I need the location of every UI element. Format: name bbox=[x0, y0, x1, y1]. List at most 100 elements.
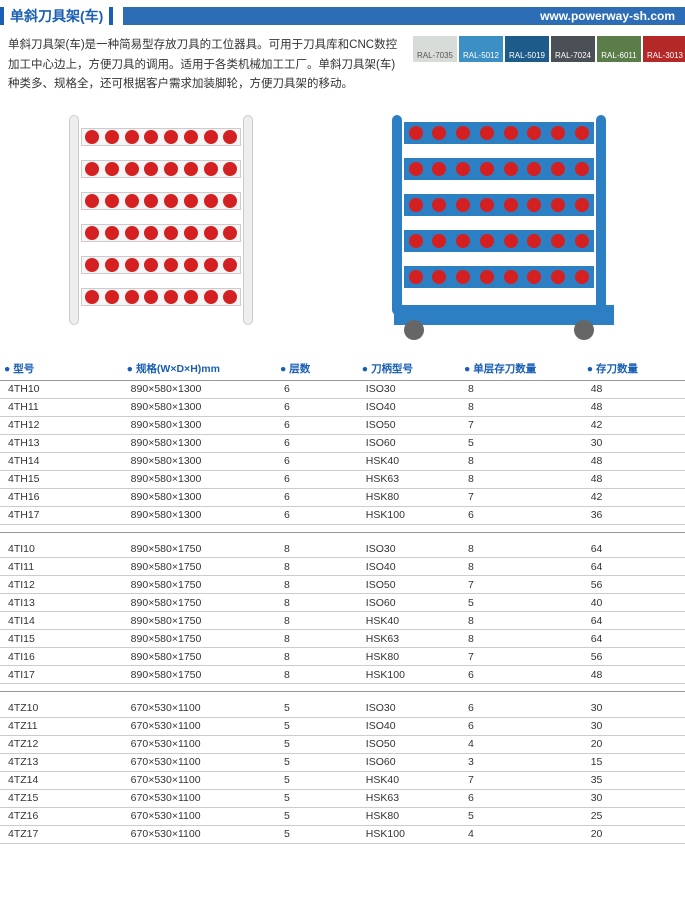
table-cell: 7 bbox=[460, 576, 583, 594]
tool-holder bbox=[409, 234, 423, 248]
table-cell: 6 bbox=[460, 700, 583, 718]
color-swatch: RAL-7035 bbox=[413, 36, 457, 62]
tool-holder bbox=[480, 270, 494, 284]
table-cell: 6 bbox=[460, 789, 583, 807]
tool-holder bbox=[456, 270, 470, 284]
tool-holder bbox=[575, 234, 589, 248]
tool-holder bbox=[144, 194, 158, 208]
table-cell: 6 bbox=[276, 488, 358, 506]
tool-holder bbox=[204, 226, 218, 240]
table-row: 4TH17890×580×13006HSK100636 bbox=[0, 506, 685, 524]
tool-holder bbox=[504, 234, 518, 248]
tool-holder bbox=[504, 198, 518, 212]
tool-holder bbox=[204, 290, 218, 304]
table-cell: 64 bbox=[583, 558, 685, 576]
tool-holder bbox=[504, 270, 518, 284]
tool-holder bbox=[125, 226, 139, 240]
table-cell: 670×530×1100 bbox=[123, 771, 276, 789]
table-row: 4TI10890×580×17508ISO30864 bbox=[0, 540, 685, 558]
table-cell: 4TI13 bbox=[0, 594, 123, 612]
tool-holder bbox=[480, 234, 494, 248]
table-cell: 4TH14 bbox=[0, 452, 123, 470]
table-cell: 4TZ11 bbox=[0, 717, 123, 735]
shelf bbox=[81, 256, 241, 274]
shelf bbox=[404, 230, 594, 252]
tool-holder bbox=[164, 290, 178, 304]
tool-holder bbox=[184, 226, 198, 240]
table-cell: 8 bbox=[276, 612, 358, 630]
table-row: 4TH14890×580×13006HSK40848 bbox=[0, 452, 685, 470]
tool-holder bbox=[456, 126, 470, 140]
shelf bbox=[404, 158, 594, 180]
tool-holder bbox=[105, 130, 119, 144]
color-swatch: RAL-5019 bbox=[505, 36, 549, 62]
tool-holder bbox=[85, 290, 99, 304]
table-cell: HSK80 bbox=[358, 648, 460, 666]
table-cell: ISO40 bbox=[358, 717, 460, 735]
header-accent-left bbox=[0, 7, 4, 25]
tool-holder bbox=[144, 258, 158, 272]
table-cell: 4TI14 bbox=[0, 612, 123, 630]
product-description: 单斜刀具架(车)是一种简易型存放刀具的工位器具。可用于刀具库和CNC数控加工中心… bbox=[8, 36, 403, 95]
tool-holder bbox=[551, 270, 565, 284]
table-cell: 8 bbox=[276, 540, 358, 558]
tool-holder bbox=[409, 126, 423, 140]
tool-holder bbox=[164, 162, 178, 176]
tool-holder bbox=[105, 194, 119, 208]
table-cell: 6 bbox=[276, 434, 358, 452]
table-cell: 890×580×1750 bbox=[123, 648, 276, 666]
table-row: 4TH10890×580×13006ISO30848 bbox=[0, 380, 685, 398]
table-cell: 4TH16 bbox=[0, 488, 123, 506]
table-cell: 6 bbox=[460, 666, 583, 684]
table-row: 4TH13890×580×13006ISO60530 bbox=[0, 434, 685, 452]
table-cell: 5 bbox=[460, 434, 583, 452]
col-spec: 规格(W×D×H)mm bbox=[123, 357, 276, 381]
tool-holder bbox=[575, 162, 589, 176]
table-row: 4TZ11670×530×11005ISO40630 bbox=[0, 717, 685, 735]
table-cell: ISO60 bbox=[358, 434, 460, 452]
tool-holder bbox=[184, 194, 198, 208]
table-cell: 4TI12 bbox=[0, 576, 123, 594]
wheel-icon bbox=[574, 320, 594, 340]
table-cell: 670×530×1100 bbox=[123, 700, 276, 718]
table-cell: 890×580×1300 bbox=[123, 452, 276, 470]
tool-holder bbox=[105, 226, 119, 240]
table-cell: 8 bbox=[276, 594, 358, 612]
table-cell: 4TH15 bbox=[0, 470, 123, 488]
rack-frame bbox=[596, 115, 606, 315]
tool-holder bbox=[527, 270, 541, 284]
tool-holder bbox=[480, 162, 494, 176]
tool-holder bbox=[144, 162, 158, 176]
tool-holder bbox=[456, 234, 470, 248]
table-cell: 890×580×1300 bbox=[123, 434, 276, 452]
table-row: 4TZ16670×530×11005HSK80525 bbox=[0, 807, 685, 825]
tool-holder bbox=[164, 226, 178, 240]
table-cell: 4TZ15 bbox=[0, 789, 123, 807]
product-images bbox=[0, 105, 685, 345]
tool-holder bbox=[575, 270, 589, 284]
tool-holder bbox=[456, 198, 470, 212]
table-cell: 8 bbox=[460, 558, 583, 576]
table-cell: 30 bbox=[583, 789, 685, 807]
color-swatch: RAL-7024 bbox=[551, 36, 595, 62]
top-section: 单斜刀具架(车)是一种简易型存放刀具的工位器具。可用于刀具库和CNC数控加工中心… bbox=[8, 36, 677, 95]
shelf bbox=[404, 266, 594, 288]
table-cell: 25 bbox=[583, 807, 685, 825]
table-cell: HSK100 bbox=[358, 506, 460, 524]
table-cell: HSK40 bbox=[358, 771, 460, 789]
table-cell: 6 bbox=[276, 470, 358, 488]
table-row: 4TH16890×580×13006HSK80742 bbox=[0, 488, 685, 506]
table-cell: 48 bbox=[583, 398, 685, 416]
tool-holder bbox=[575, 198, 589, 212]
col-total: 存刀数量 bbox=[583, 357, 685, 381]
table-cell: ISO30 bbox=[358, 540, 460, 558]
table-cell: 4TZ10 bbox=[0, 700, 123, 718]
color-swatch: RAL-5012 bbox=[459, 36, 503, 62]
color-swatch: RAL-3013 bbox=[643, 36, 685, 62]
tool-holder bbox=[85, 194, 99, 208]
tool-holder bbox=[432, 234, 446, 248]
table-cell: 890×580×1750 bbox=[123, 666, 276, 684]
table-cell: 8 bbox=[276, 630, 358, 648]
table-cell: ISO30 bbox=[358, 380, 460, 398]
tool-holder bbox=[184, 290, 198, 304]
